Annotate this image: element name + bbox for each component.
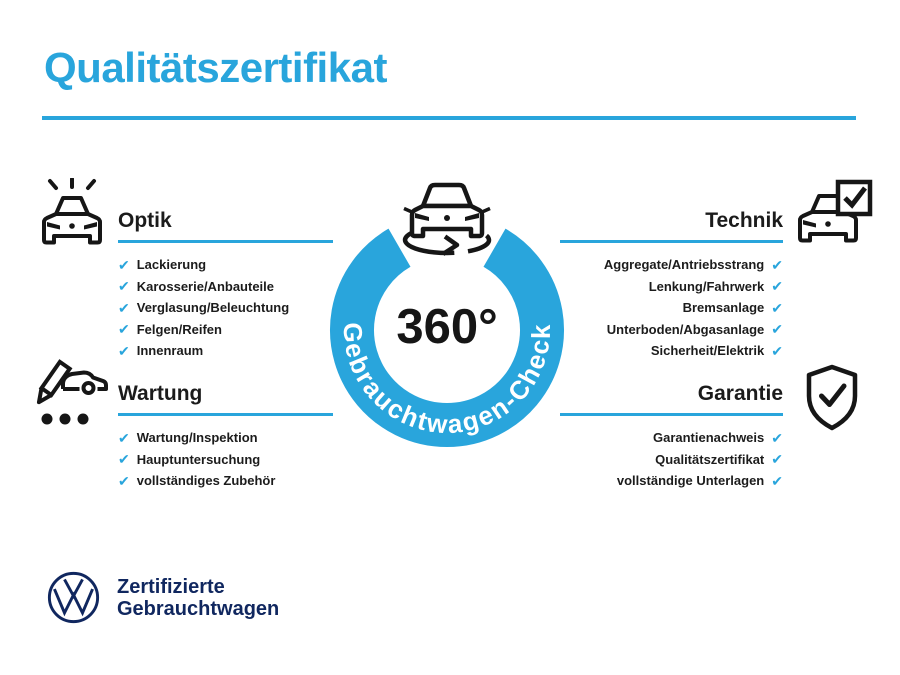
checklist-item-label: Lenkung/Fahrwerk: [648, 278, 765, 294]
check-icon: ✔: [771, 472, 783, 489]
checklist-item-label: Qualitätszertifikat: [655, 451, 765, 467]
checklist-optik: ✔ Lackierung ✔ Karosserie/Anbauteile ✔ V…: [118, 254, 333, 362]
brand-line1: Zertifizierte: [117, 576, 225, 598]
section-wartung-title: Wartung: [118, 382, 203, 405]
check-icon: ✔: [771, 451, 783, 468]
checklist-item: ✔ Karosserie/Anbauteile: [118, 276, 333, 298]
vw-logo: [47, 571, 100, 624]
checklist-item-label: vollständiges Zubehör: [136, 473, 276, 489]
check-icon: ✔: [771, 342, 783, 359]
page-title: Qualitätszertifikat: [44, 44, 387, 91]
checklist-item-label: Felgen/Reifen: [136, 321, 222, 337]
checklist-item: ✔ vollständiges Zubehör: [118, 470, 333, 492]
checklist-item-label: Aggregate/Antriebsstrang: [603, 257, 765, 273]
check-icon: ✔: [118, 451, 130, 468]
section-wartung: Wartung ✔ Wartung/Inspektion ✔ Hauptunte…: [118, 383, 333, 492]
checklist-item-label: Karosserie/Anbauteile: [136, 278, 275, 294]
checklist-item-label: Garantienachweis: [652, 430, 765, 446]
checklist-item: ✔ Garantienachweis: [560, 427, 783, 449]
checklist-item: ✔ Sicherheit/Elektrik: [560, 340, 783, 362]
check-icon: ✔: [771, 256, 783, 273]
checklist-item-label: Sicherheit/Elektrik: [650, 343, 765, 359]
section-garantie-title: Garantie: [697, 382, 783, 405]
checklist-item: ✔ Lenkung/Fahrwerk: [560, 276, 783, 298]
section-optik-title: Optik: [118, 209, 172, 232]
section-underline: [118, 413, 333, 416]
section-underline: [118, 240, 333, 243]
check-icon: ✔: [118, 278, 130, 295]
checklist-wartung: ✔ Wartung/Inspektion ✔ Hauptuntersuchung…: [118, 427, 333, 492]
check-icon: ✔: [118, 429, 130, 446]
checklist-item: ✔ Lackierung: [118, 254, 333, 276]
checklist-item-label: vollständige Unterlagen: [616, 473, 765, 489]
badge-value: 360°: [396, 300, 497, 354]
checklist-item-label: Lackierung: [136, 257, 207, 273]
check-icon: ✔: [118, 472, 130, 489]
checklist-item: ✔ Verglasung/Beleuchtung: [118, 297, 333, 319]
rotating-car-icon: [402, 182, 492, 256]
checklist-item: ✔ Wartung/Inspektion: [118, 427, 333, 449]
checklist-item-label: Innenraum: [136, 343, 204, 359]
check-icon: ✔: [118, 299, 130, 316]
checklist-item-label: Verglasung/Beleuchtung: [136, 300, 290, 316]
checklist-item-label: Bremsanlage: [682, 300, 765, 316]
brand-line2: Gebrauchtwagen: [117, 598, 280, 620]
shiny-car-icon: [42, 178, 102, 245]
badge-360-ring: Gebrauchtwagen-Check 360°: [330, 228, 564, 447]
section-technik-title: Technik: [705, 209, 783, 232]
section-optik: Optik ✔ Lackierung ✔ Karosserie/Anbautei…: [118, 210, 333, 362]
shield-check-icon: [806, 364, 858, 431]
checklist-item: ✔ Bremsanlage: [560, 297, 783, 319]
check-icon: ✔: [118, 342, 130, 359]
section-underline: [560, 413, 783, 416]
section-technik: Technik ✔ Aggregate/Antriebsstrang ✔ Len…: [560, 210, 783, 362]
check-icon: ✔: [771, 429, 783, 446]
checklist-item: ✔ Hauptuntersuchung: [118, 449, 333, 471]
check-icon: ✔: [118, 256, 130, 273]
car-checkbox-icon: [798, 179, 873, 243]
check-icon: ✔: [118, 321, 130, 338]
checklist-item-label: Unterboden/Abgasanlage: [606, 321, 765, 337]
checklist-item: ✔ Unterboden/Abgasanlage: [560, 319, 783, 341]
checklist-item: ✔ Felgen/Reifen: [118, 319, 333, 341]
section-underline: [560, 240, 783, 243]
checklist-item: ✔ Aggregate/Antriebsstrang: [560, 254, 783, 276]
brand-claim: Zertifizierte Gebrauchtwagen: [117, 576, 279, 620]
section-garantie: Garantie ✔ Garantienachweis ✔ Qualitätsz…: [560, 383, 783, 492]
check-icon: ✔: [771, 278, 783, 295]
checklist-item: ✔ Qualitätszertifikat: [560, 449, 783, 471]
check-icon: ✔: [771, 299, 783, 316]
checklist-technik: ✔ Aggregate/Antriebsstrang ✔ Lenkung/Fah…: [560, 254, 783, 362]
checklist-garantie: ✔ Garantienachweis ✔ Qualitätszertifikat…: [560, 427, 783, 492]
checklist-item-label: Wartung/Inspektion: [136, 430, 258, 446]
service-checklist-icon: [36, 359, 108, 425]
title-divider: [42, 116, 856, 120]
checklist-item-label: Hauptuntersuchung: [136, 451, 261, 467]
check-icon: ✔: [771, 321, 783, 338]
checklist-item: ✔ Innenraum: [118, 340, 333, 362]
checklist-item: ✔ vollständige Unterlagen: [560, 470, 783, 492]
